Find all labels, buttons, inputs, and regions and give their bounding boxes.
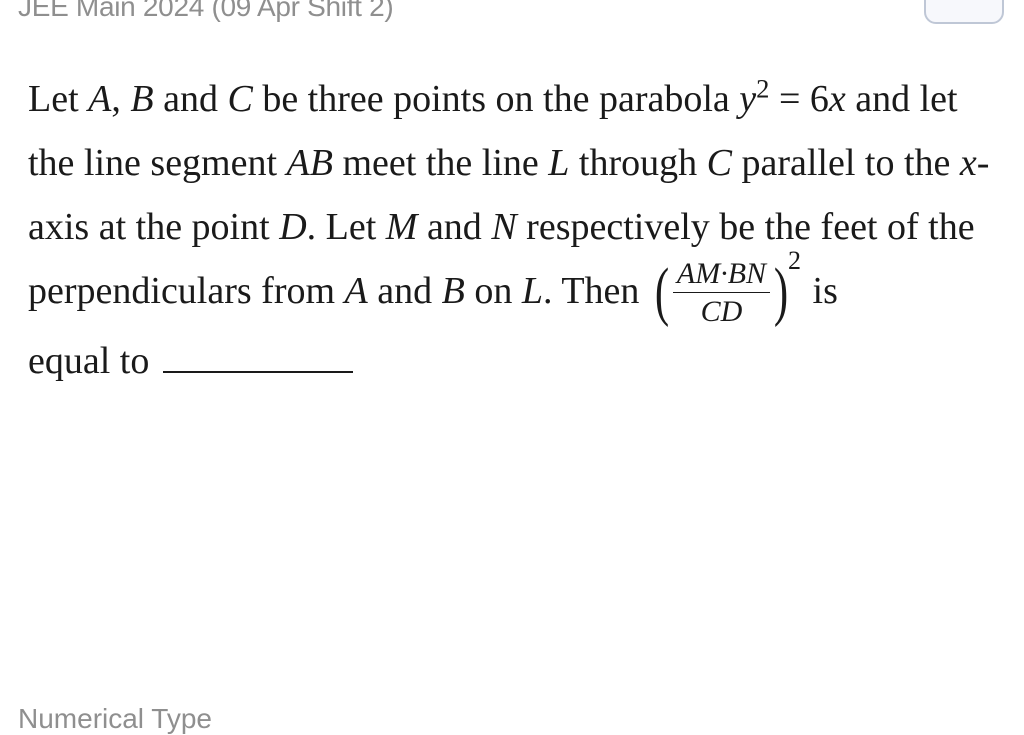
var-a: A bbox=[88, 78, 111, 120]
var-l: L bbox=[548, 142, 569, 184]
var-xax: x bbox=[960, 142, 977, 184]
var-x: x bbox=[829, 78, 846, 120]
var-b2: B bbox=[442, 271, 465, 313]
text-part: is bbox=[803, 271, 838, 313]
var-b: B bbox=[130, 78, 153, 120]
text-part: Let bbox=[28, 78, 88, 120]
var-y: y bbox=[739, 78, 756, 120]
exam-header: JEE Main 2024 (09 Apr Shift 2) bbox=[18, 0, 393, 23]
question-type-footer: Numerical Type bbox=[18, 703, 212, 735]
var-m: M bbox=[386, 206, 418, 248]
text-part: be three points on the parabola bbox=[253, 78, 739, 120]
var-n: N bbox=[491, 206, 516, 248]
text-part: . Then bbox=[543, 271, 649, 313]
var-a2: A bbox=[345, 271, 368, 313]
text-part: and bbox=[368, 271, 442, 313]
text-part: on bbox=[465, 271, 522, 313]
text-part: = 6 bbox=[769, 78, 828, 120]
fraction: AM·BNCD bbox=[673, 257, 770, 328]
denominator: CD bbox=[673, 293, 770, 328]
var-l2: L bbox=[522, 271, 543, 313]
left-paren: ( bbox=[655, 269, 669, 315]
fraction-expression: (AM·BNCD)2 bbox=[651, 259, 801, 330]
text-part: and bbox=[154, 78, 228, 120]
question-text: Let A, B and C be three points on the pa… bbox=[28, 68, 996, 394]
text-part: parallel to the bbox=[732, 142, 960, 184]
text-part: and bbox=[417, 206, 491, 248]
numerator: AM·BN bbox=[673, 257, 770, 293]
text-part: , bbox=[111, 78, 130, 120]
text-part: meet the line bbox=[333, 142, 548, 184]
text-part: through bbox=[569, 142, 706, 184]
right-paren: ) bbox=[774, 269, 788, 315]
var-d: D bbox=[279, 206, 306, 248]
text-part: . Let bbox=[307, 206, 386, 248]
exponent: 2 bbox=[756, 73, 769, 103]
top-right-pill[interactable] bbox=[924, 0, 1004, 24]
text-equal-to: equal to bbox=[28, 340, 159, 382]
answer-blank[interactable] bbox=[163, 339, 353, 373]
outer-exponent: 2 bbox=[788, 246, 801, 275]
var-ab: AB bbox=[287, 142, 333, 184]
var-c: C bbox=[227, 78, 252, 120]
var-c2: C bbox=[707, 142, 732, 184]
